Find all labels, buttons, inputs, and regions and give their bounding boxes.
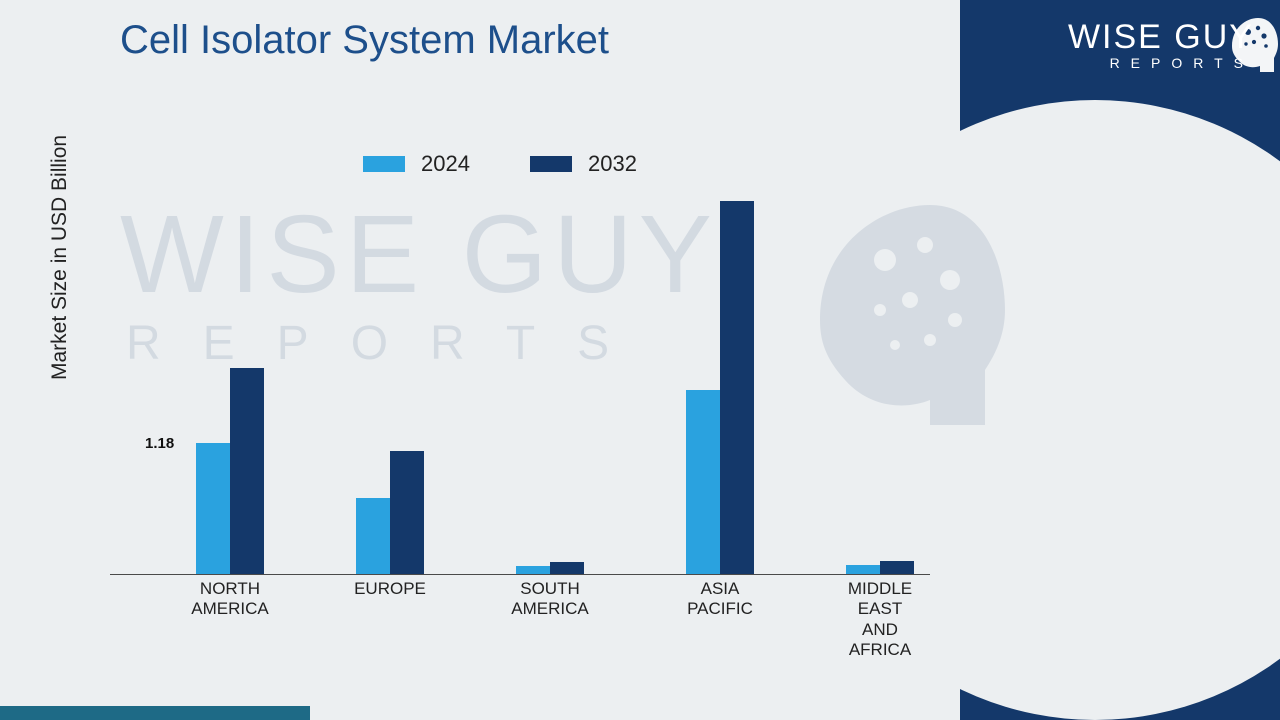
plot-area: 1.18 NORTH AMERICAEUROPESOUTH AMERICAASI… (110, 185, 930, 575)
brand-line1: WISE GUY (1068, 18, 1254, 57)
category-label: MIDDLE EAST AND AFRICA (815, 579, 945, 661)
legend: 2024 2032 (60, 151, 940, 177)
chart-canvas: WISE GUY REPORTS Cell Isolator System Ma… (0, 0, 1280, 720)
bar-group (325, 451, 455, 574)
legend-label-2024: 2024 (421, 151, 470, 177)
bottom-accent-bar (0, 706, 310, 720)
bar-chart: Market Size in USD Billion 2024 2032 1.1… (60, 155, 940, 695)
bar-2032 (390, 451, 424, 574)
category-label: NORTH AMERICA (165, 579, 295, 620)
bar-group (655, 201, 785, 574)
chart-title: Cell Isolator System Market (120, 18, 609, 63)
legend-swatch-2024 (363, 156, 405, 172)
legend-item-2032: 2032 (530, 151, 637, 177)
bar-2032 (720, 201, 754, 574)
bar-2024 (686, 390, 720, 574)
bar-group (485, 562, 615, 574)
category-label: SOUTH AMERICA (485, 579, 615, 620)
bar-2032 (230, 368, 264, 574)
bar-2032 (550, 562, 584, 574)
legend-item-2024: 2024 (363, 151, 470, 177)
legend-swatch-2032 (530, 156, 572, 172)
bar-2024 (516, 566, 550, 574)
category-label: EUROPE (325, 579, 455, 599)
bar-2024 (196, 443, 230, 574)
legend-label-2032: 2032 (588, 151, 637, 177)
brand-logo: WISE GUY REPORTS (1068, 18, 1254, 71)
bar-group (165, 368, 295, 574)
bar-group (815, 561, 945, 574)
category-label: ASIA PACIFIC (655, 579, 785, 620)
bar-2024 (356, 498, 390, 574)
bar-2024 (846, 565, 880, 574)
brand-line2: REPORTS (1068, 55, 1254, 71)
bar-2032 (880, 561, 914, 574)
